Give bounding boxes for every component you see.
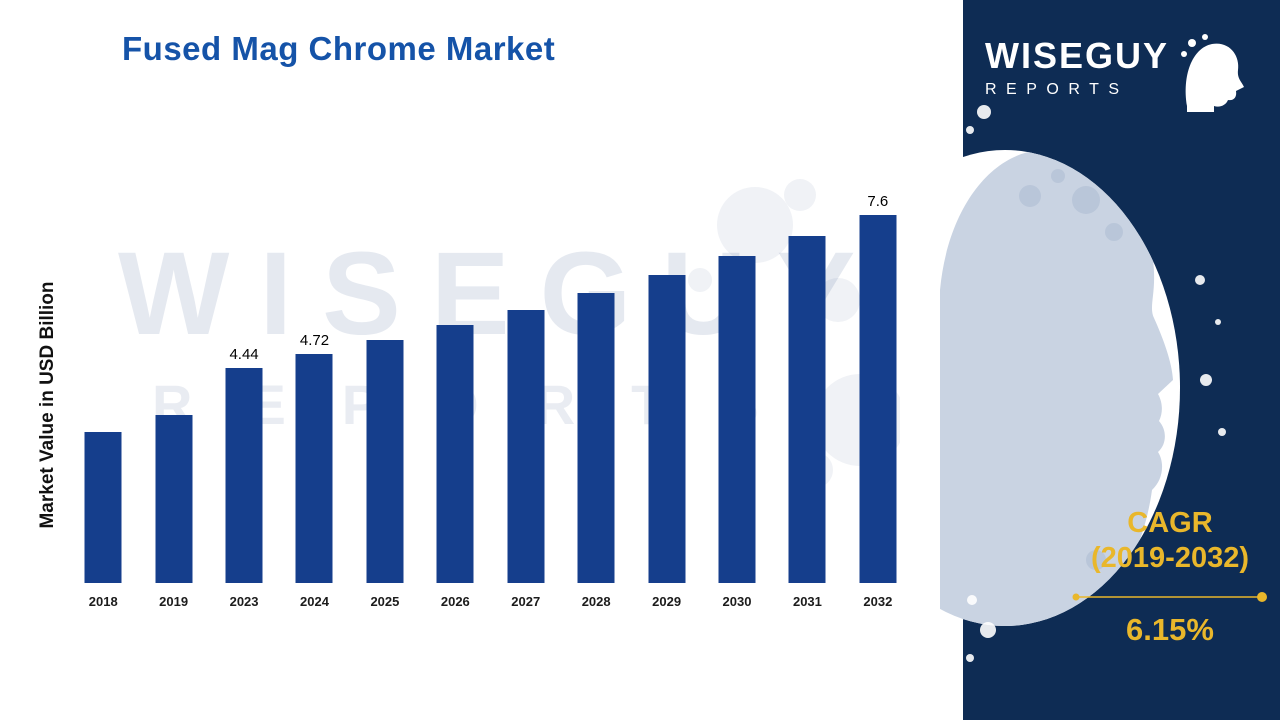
bar-value-label: 7.6 (867, 193, 889, 210)
cagr-label: CAGR (1127, 507, 1213, 539)
bar-2029 (648, 275, 686, 583)
brand-panel: WISEGUY REPORTS CAGR (2019-2032) 6.15% (900, 0, 1280, 720)
bar-cell: 2028 (561, 185, 631, 609)
bar-cell: 2029 (631, 185, 701, 609)
bar-cell: 2026 (420, 185, 490, 609)
bar-cell: 2030 (702, 185, 772, 609)
halftone-dots (966, 105, 1226, 662)
y-axis-label: Market Value in USD Billion (37, 281, 58, 529)
bar-2025 (366, 340, 404, 583)
chart-title: Fused Mag Chrome Market (122, 30, 556, 67)
x-tick-2032: 2032 (863, 594, 893, 609)
bar-2031 (788, 236, 826, 583)
bar-value-label: 4.44 (229, 346, 259, 363)
cagr-block: CAGR (2019-2032) 6.15% (1070, 506, 1270, 648)
x-tick-2031: 2031 (792, 594, 822, 609)
brand-sub: REPORTS (985, 81, 1129, 98)
brand-name: WISEGUY (985, 35, 1170, 76)
x-tick-2027: 2027 (511, 594, 541, 609)
bar-2018 (84, 432, 122, 583)
bar-cell: 7.6 2032 (843, 185, 913, 609)
brand-logo-text: WISEGUY REPORTS (985, 38, 1169, 99)
x-tick-2026: 2026 (440, 594, 470, 609)
bar-chart: 2018 2019 4.44 2023 4.72 2024 2025 2026 2027 2028… (68, 185, 913, 609)
x-tick-2030: 2030 (722, 594, 752, 609)
bar-cell: 4.44 2023 (209, 185, 279, 609)
bar-2032 (859, 215, 897, 583)
cagr-value: 6.15% (1126, 612, 1214, 647)
x-tick-2018: 2018 (88, 594, 118, 609)
brand-logo: WISEGUY REPORTS (985, 34, 1247, 112)
x-tick-2029: 2029 (652, 594, 682, 609)
cagr-range: (2019-2032) (1091, 542, 1249, 574)
bar-2019 (155, 415, 193, 583)
bar-cell: 4.72 2024 (279, 185, 349, 609)
bar-2023 (225, 368, 263, 583)
bar-2026 (436, 325, 474, 583)
x-tick-2025: 2025 (370, 594, 400, 609)
panel-art (900, 0, 1280, 720)
x-tick-2028: 2028 (581, 594, 611, 609)
bar-value-label: 4.72 (299, 332, 330, 349)
logo-face-icon (1181, 34, 1245, 112)
bar-2027 (507, 310, 545, 583)
face-silhouette (940, 150, 1173, 626)
x-tick-2019: 2019 (159, 594, 189, 609)
bar-2030 (718, 256, 756, 583)
bar-cell: 2031 (772, 185, 842, 609)
face-profile-art (940, 150, 1173, 626)
bar-2024 (295, 354, 333, 583)
bar-2028 (577, 293, 615, 583)
x-tick-2023: 2023 (229, 594, 259, 609)
bar-cell: 2025 (350, 185, 420, 609)
cagr-divider (1072, 592, 1267, 602)
bar-cell: 2019 (138, 185, 208, 609)
bar-cell: 2027 (491, 185, 561, 609)
bar-cell: 2018 (68, 185, 138, 609)
x-tick-2024: 2024 (300, 594, 329, 609)
